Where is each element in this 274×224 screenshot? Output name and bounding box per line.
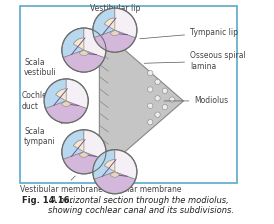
Text: Scala
tympani: Scala tympani — [24, 122, 64, 146]
Circle shape — [155, 96, 160, 101]
Wedge shape — [104, 18, 125, 30]
Wedge shape — [110, 30, 120, 36]
Circle shape — [155, 112, 160, 117]
Text: Modiolus: Modiolus — [164, 97, 229, 106]
Circle shape — [62, 130, 106, 174]
Circle shape — [170, 97, 175, 102]
Circle shape — [44, 79, 88, 123]
Wedge shape — [79, 152, 89, 157]
Text: Osseous spiral
lamina: Osseous spiral lamina — [144, 52, 246, 71]
Circle shape — [148, 70, 153, 76]
Circle shape — [62, 28, 106, 72]
Wedge shape — [73, 38, 95, 50]
Wedge shape — [66, 79, 88, 108]
Text: Scala
vestibuli: Scala vestibuli — [24, 58, 64, 84]
Wedge shape — [110, 172, 120, 177]
Text: Tympanic lip: Tympanic lip — [140, 28, 238, 39]
Circle shape — [162, 104, 167, 110]
Wedge shape — [115, 150, 136, 179]
Circle shape — [148, 120, 153, 125]
Wedge shape — [61, 101, 71, 106]
Wedge shape — [104, 159, 125, 172]
Text: Fig. 14.16.: Fig. 14.16. — [22, 196, 73, 205]
Wedge shape — [115, 9, 136, 38]
Wedge shape — [64, 50, 104, 72]
Wedge shape — [93, 150, 115, 179]
Wedge shape — [95, 30, 135, 52]
Wedge shape — [62, 28, 84, 58]
Wedge shape — [73, 140, 95, 152]
Circle shape — [148, 103, 153, 108]
Wedge shape — [84, 130, 105, 159]
Text: Vestibular membrane: Vestibular membrane — [20, 176, 103, 194]
Text: Basilar membrane: Basilar membrane — [111, 175, 181, 194]
Polygon shape — [99, 28, 183, 174]
Text: Cochlear
duct: Cochlear duct — [22, 91, 63, 111]
Wedge shape — [79, 50, 89, 56]
Circle shape — [162, 88, 167, 93]
Wedge shape — [46, 101, 87, 123]
Circle shape — [148, 87, 153, 92]
Text: Vestibular lip: Vestibular lip — [90, 4, 140, 25]
Circle shape — [93, 8, 137, 52]
Wedge shape — [62, 130, 84, 159]
Text: A horizontal section through the modiolus,
showing cochlear canal and its subdiv: A horizontal section through the modiolu… — [48, 196, 235, 215]
Circle shape — [93, 150, 137, 194]
Wedge shape — [95, 172, 135, 193]
Wedge shape — [56, 89, 77, 101]
Circle shape — [155, 79, 160, 85]
Wedge shape — [44, 79, 66, 108]
Wedge shape — [64, 152, 104, 174]
Wedge shape — [93, 9, 115, 38]
Wedge shape — [84, 28, 105, 58]
